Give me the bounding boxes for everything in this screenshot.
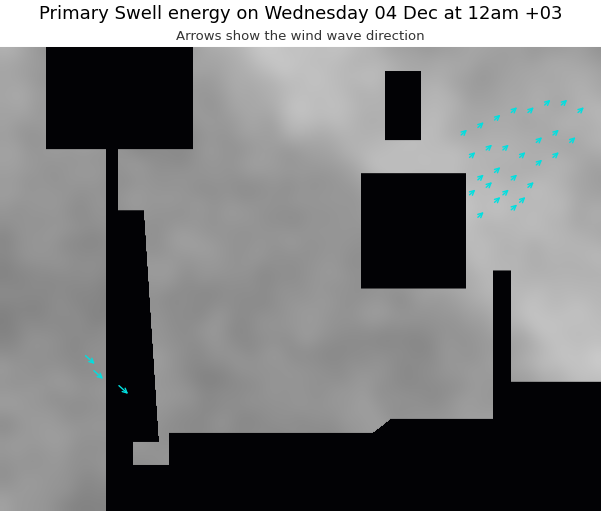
Text: Primary Swell energy on Wednesday 04 Dec at 12am +03: Primary Swell energy on Wednesday 04 Dec… <box>38 5 563 23</box>
Text: Arrows show the wind wave direction: Arrows show the wind wave direction <box>176 30 425 43</box>
